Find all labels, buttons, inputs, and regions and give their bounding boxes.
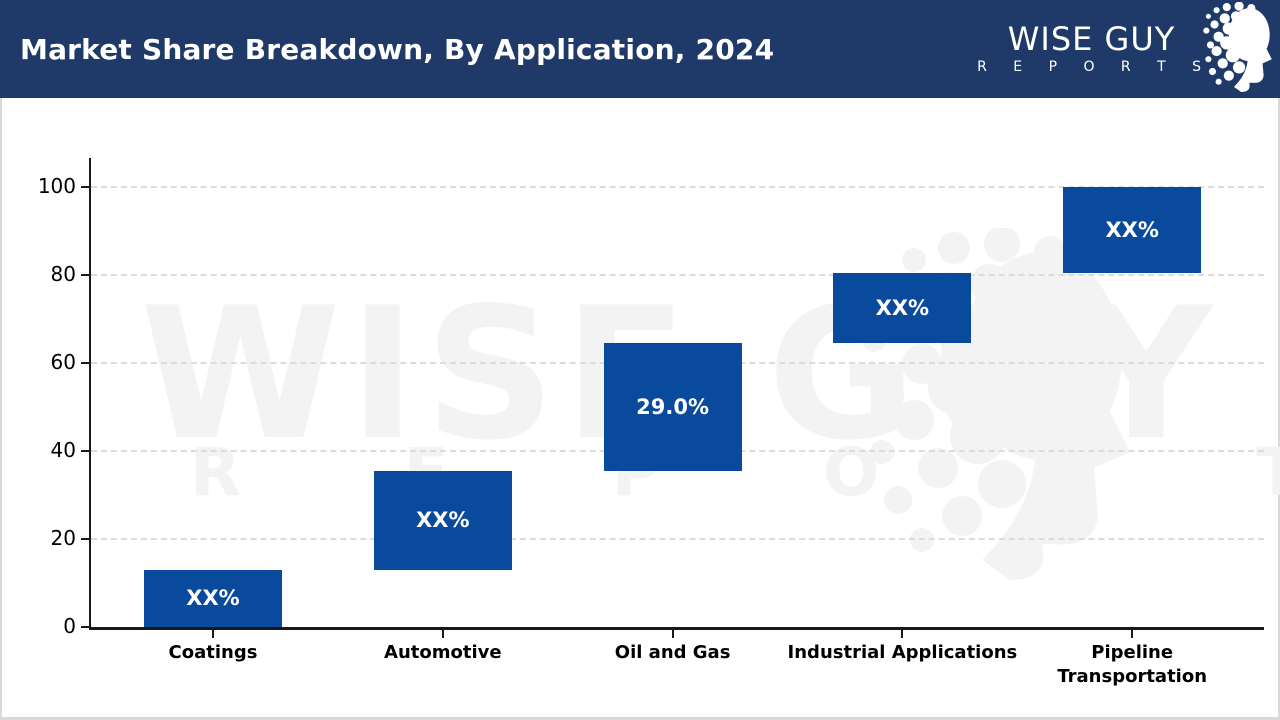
brand-reports-text: R E P O R T S bbox=[977, 59, 1212, 75]
y-tick-mark-40 bbox=[81, 450, 89, 452]
y-tick-mark-0 bbox=[81, 626, 89, 628]
brand-wordmark: WISE GUY R E P O R T S bbox=[971, 23, 1212, 75]
wiseguy-head-icon bbox=[1203, 2, 1272, 92]
x-tick-mark-1 bbox=[441, 630, 444, 638]
y-tick-mark-60 bbox=[81, 362, 89, 364]
x-tick-label-1: Automotive bbox=[384, 642, 502, 663]
brand-logo: WISE GUY R E P O R T S bbox=[971, 2, 1280, 94]
bar-industrial-applications: XX% bbox=[833, 272, 972, 344]
y-tick-label-40: 40 bbox=[50, 438, 76, 462]
bar-value-label: XX% bbox=[1105, 217, 1159, 242]
gridline-100 bbox=[91, 186, 1264, 188]
bar-value-label: XX% bbox=[875, 295, 930, 320]
y-tick-label-0: 0 bbox=[63, 614, 76, 638]
x-tick-mark-2 bbox=[671, 630, 674, 638]
bar-coatings: XX% bbox=[144, 569, 282, 627]
brand-name-text: WISE GUY bbox=[1007, 20, 1176, 58]
x-tick-label-0: Coatings bbox=[168, 642, 258, 663]
y-tick-mark-20 bbox=[81, 538, 89, 540]
y-tick-mark-100 bbox=[81, 186, 89, 188]
y-tick-label-80: 80 bbox=[50, 262, 76, 286]
y-tick-label-100: 100 bbox=[37, 174, 76, 198]
y-tick-label-60: 60 bbox=[50, 350, 76, 374]
x-tick-label-2: Oil and Gas bbox=[614, 642, 731, 663]
x-tick-label-4: Pipeline Transportation bbox=[1057, 642, 1208, 688]
bar-value-label: XX% bbox=[186, 586, 240, 611]
gridline-80 bbox=[91, 274, 1264, 276]
chart-title: Market Share Breakdown, By Application, … bbox=[20, 32, 775, 66]
y-tick-mark-80 bbox=[81, 274, 89, 276]
header-bar: Market Share Breakdown, By Application, … bbox=[0, 0, 1280, 98]
x-tick-mark-3 bbox=[901, 630, 904, 638]
x-axis-line bbox=[89, 627, 1264, 630]
x-tick-label-3: Industrial Applications bbox=[787, 642, 1018, 663]
bar-value-label: 29.0% bbox=[636, 394, 710, 419]
x-tick-mark-0 bbox=[212, 630, 214, 638]
y-axis-line bbox=[89, 158, 91, 629]
y-tick-label-20: 20 bbox=[50, 526, 76, 550]
x-tick-mark-4 bbox=[1131, 630, 1134, 638]
bar-automotive: XX% bbox=[373, 470, 512, 570]
bar-oil-and-gas: 29.0% bbox=[603, 343, 742, 471]
bar-pipeline-transportation: XX% bbox=[1063, 187, 1202, 273]
bar-value-label: XX% bbox=[416, 508, 470, 533]
gridline-20 bbox=[91, 538, 1264, 540]
